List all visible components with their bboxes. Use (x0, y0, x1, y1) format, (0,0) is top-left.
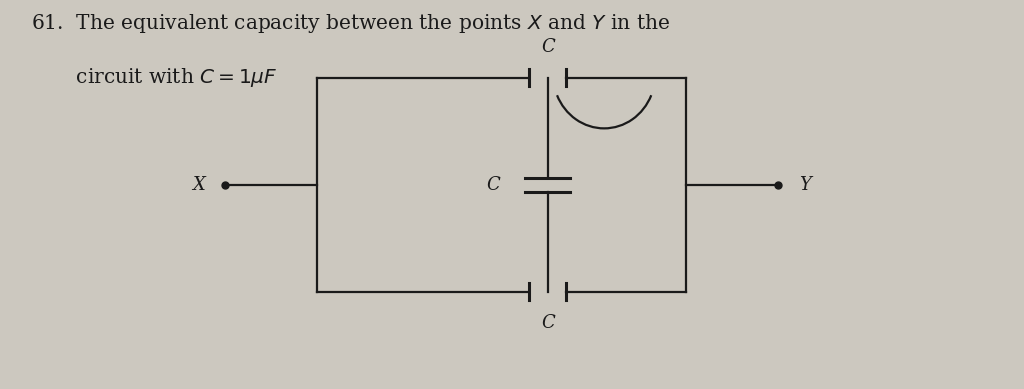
Text: 61.  The equivalent capacity between the points $X$ and $Y$ in the: 61. The equivalent capacity between the … (31, 12, 670, 35)
Text: C: C (486, 176, 500, 194)
Text: C: C (541, 38, 555, 56)
Text: Y: Y (799, 176, 811, 194)
Text: circuit with $C = 1\mu F$: circuit with $C = 1\mu F$ (31, 66, 278, 89)
Text: X: X (191, 176, 205, 194)
Text: C: C (541, 314, 555, 332)
